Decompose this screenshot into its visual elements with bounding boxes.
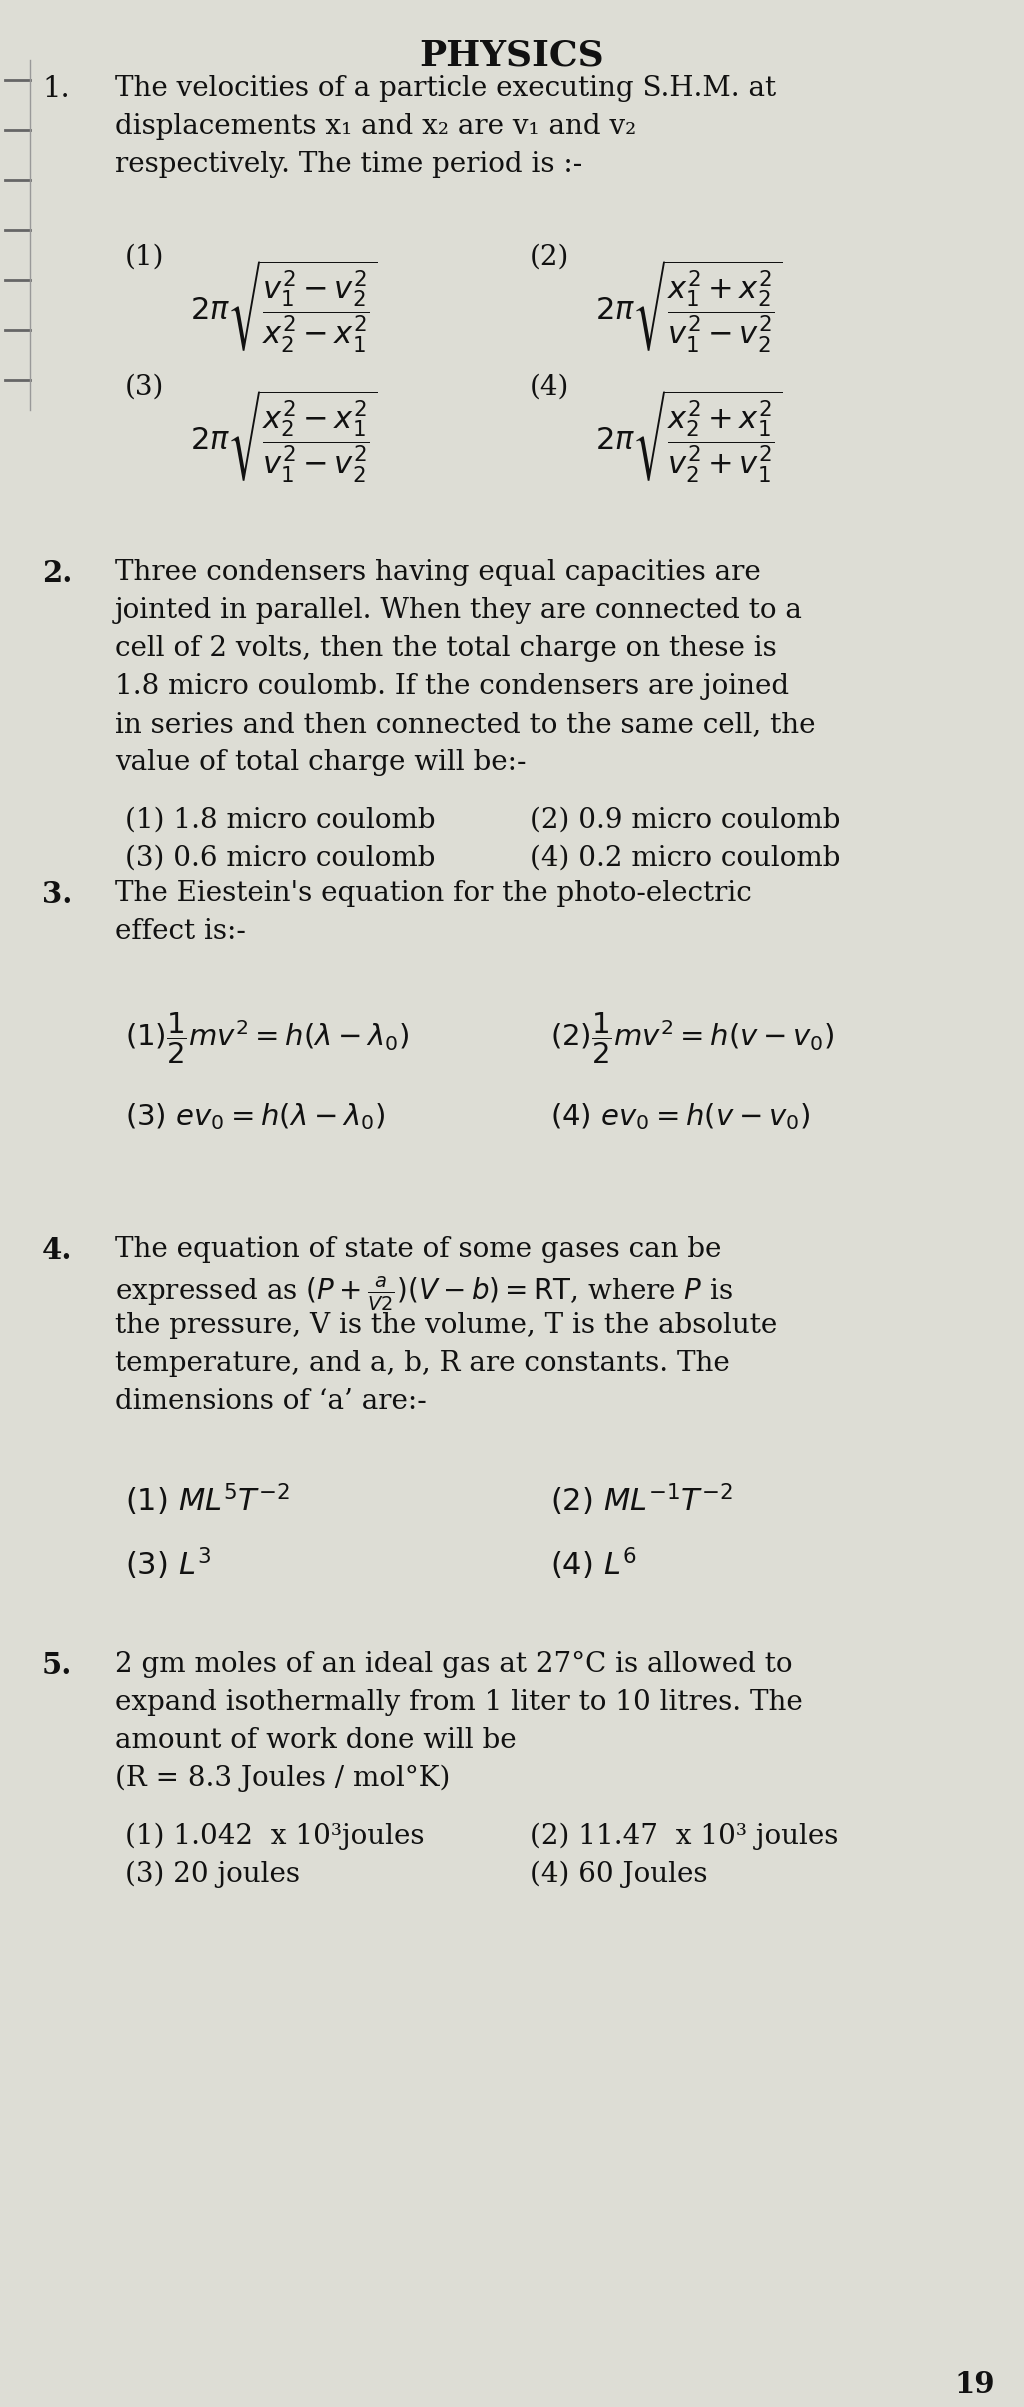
Text: $2\pi\sqrt{\dfrac{x_2^2-x_1^2}{v_1^2-v_2^2}}$: $2\pi\sqrt{\dfrac{x_2^2-x_1^2}{v_1^2-v_2… (190, 390, 378, 486)
Text: jointed in parallel. When they are connected to a: jointed in parallel. When they are conne… (115, 597, 803, 623)
Text: expand isothermally from 1 liter to 10 litres. The: expand isothermally from 1 liter to 10 l… (115, 1690, 803, 1716)
Text: The Eiestein's equation for the photo-electric: The Eiestein's equation for the photo-el… (115, 881, 752, 907)
Text: (R = 8.3 Joules / mol°K): (R = 8.3 Joules / mol°K) (115, 1764, 451, 1793)
Text: 2 gm moles of an ideal gas at 27°C is allowed to: 2 gm moles of an ideal gas at 27°C is al… (115, 1651, 793, 1678)
Text: Three condensers having equal capacities are: Three condensers having equal capacities… (115, 558, 761, 585)
Text: in series and then connected to the same cell, the: in series and then connected to the same… (115, 710, 815, 739)
Text: cell of 2 volts, then the total charge on these is: cell of 2 volts, then the total charge o… (115, 635, 777, 662)
Text: (3) 0.6 micro coulomb: (3) 0.6 micro coulomb (125, 845, 435, 871)
Text: value of total charge will be:-: value of total charge will be:- (115, 749, 526, 775)
Text: $(3)\ L^3$: $(3)\ L^3$ (125, 1545, 211, 1581)
Text: The equation of state of some gases can be: The equation of state of some gases can … (115, 1237, 721, 1264)
Text: $(4)\ L^6$: $(4)\ L^6$ (550, 1545, 637, 1581)
Text: (1): (1) (125, 243, 165, 272)
Text: $2\pi\sqrt{\dfrac{v_1^2-v_2^2}{x_2^2-x_1^2}}$: $2\pi\sqrt{\dfrac{v_1^2-v_2^2}{x_2^2-x_1… (190, 260, 378, 356)
Text: (2) 11.47  x 10³ joules: (2) 11.47 x 10³ joules (530, 1822, 839, 1851)
Text: $(1)\dfrac{1}{2}mv^2 = h(\lambda - \lambda_0)$: $(1)\dfrac{1}{2}mv^2 = h(\lambda - \lamb… (125, 1011, 410, 1066)
Text: PHYSICS: PHYSICS (420, 39, 604, 72)
Text: (2): (2) (530, 243, 569, 272)
Text: amount of work done will be: amount of work done will be (115, 1726, 517, 1755)
Text: (3) 20 joules: (3) 20 joules (125, 1861, 300, 1889)
Text: 3.: 3. (42, 881, 73, 910)
Text: The velocities of a particle executing S.H.M. at: The velocities of a particle executing S… (115, 75, 776, 101)
Text: $(4)\ ev_0 = h(v - v_0)$: $(4)\ ev_0 = h(v - v_0)$ (550, 1100, 810, 1131)
Text: $(1)\ ML^5T^{-2}$: $(1)\ ML^5T^{-2}$ (125, 1480, 290, 1516)
Text: effect is:-: effect is:- (115, 917, 246, 946)
Text: (3): (3) (125, 373, 165, 402)
Text: 1.8 micro coulomb. If the condensers are joined: 1.8 micro coulomb. If the condensers are… (115, 674, 790, 700)
Text: 1.: 1. (42, 75, 70, 104)
Text: (1) 1.8 micro coulomb: (1) 1.8 micro coulomb (125, 806, 435, 833)
Text: 19: 19 (954, 2371, 995, 2400)
Text: 2.: 2. (42, 558, 73, 587)
Text: (1) 1.042  x 10³joules: (1) 1.042 x 10³joules (125, 1822, 425, 1851)
Text: (4): (4) (530, 373, 569, 402)
Text: 4.: 4. (42, 1237, 73, 1266)
Text: (2) 0.9 micro coulomb: (2) 0.9 micro coulomb (530, 806, 841, 833)
Text: displacements x₁ and x₂ are v₁ and v₂: displacements x₁ and x₂ are v₁ and v₂ (115, 113, 636, 140)
Text: expressed as $(P + \frac{a}{V2})(V - b) = \mathrm{RT}$, where $P$ is: expressed as $(P + \frac{a}{V2})(V - b) … (115, 1273, 733, 1312)
Text: 5.: 5. (42, 1651, 73, 1680)
Text: (4) 60 Joules: (4) 60 Joules (530, 1861, 708, 1889)
Text: $(2)\dfrac{1}{2}mv^2 = h(v - v_0)$: $(2)\dfrac{1}{2}mv^2 = h(v - v_0)$ (550, 1011, 835, 1066)
Text: (4) 0.2 micro coulomb: (4) 0.2 micro coulomb (530, 845, 841, 871)
Text: $(2)\ ML^{-1}T^{-2}$: $(2)\ ML^{-1}T^{-2}$ (550, 1480, 733, 1516)
Text: dimensions of ‘a’ are:-: dimensions of ‘a’ are:- (115, 1389, 427, 1415)
Text: respectively. The time period is :-: respectively. The time period is :- (115, 152, 583, 178)
Text: $(3)\ ev_0 = h(\lambda - \lambda_0)$: $(3)\ ev_0 = h(\lambda - \lambda_0)$ (125, 1100, 385, 1131)
Text: temperature, and a, b, R are constants. The: temperature, and a, b, R are constants. … (115, 1350, 730, 1377)
Text: $2\pi\sqrt{\dfrac{x_1^2+x_2^2}{v_1^2-v_2^2}}$: $2\pi\sqrt{\dfrac{x_1^2+x_2^2}{v_1^2-v_2… (595, 260, 782, 356)
Text: the pressure, V is the volume, T is the absolute: the pressure, V is the volume, T is the … (115, 1312, 777, 1338)
Text: $2\pi\sqrt{\dfrac{x_2^2+x_1^2}{v_2^2+v_1^2}}$: $2\pi\sqrt{\dfrac{x_2^2+x_1^2}{v_2^2+v_1… (595, 390, 782, 486)
